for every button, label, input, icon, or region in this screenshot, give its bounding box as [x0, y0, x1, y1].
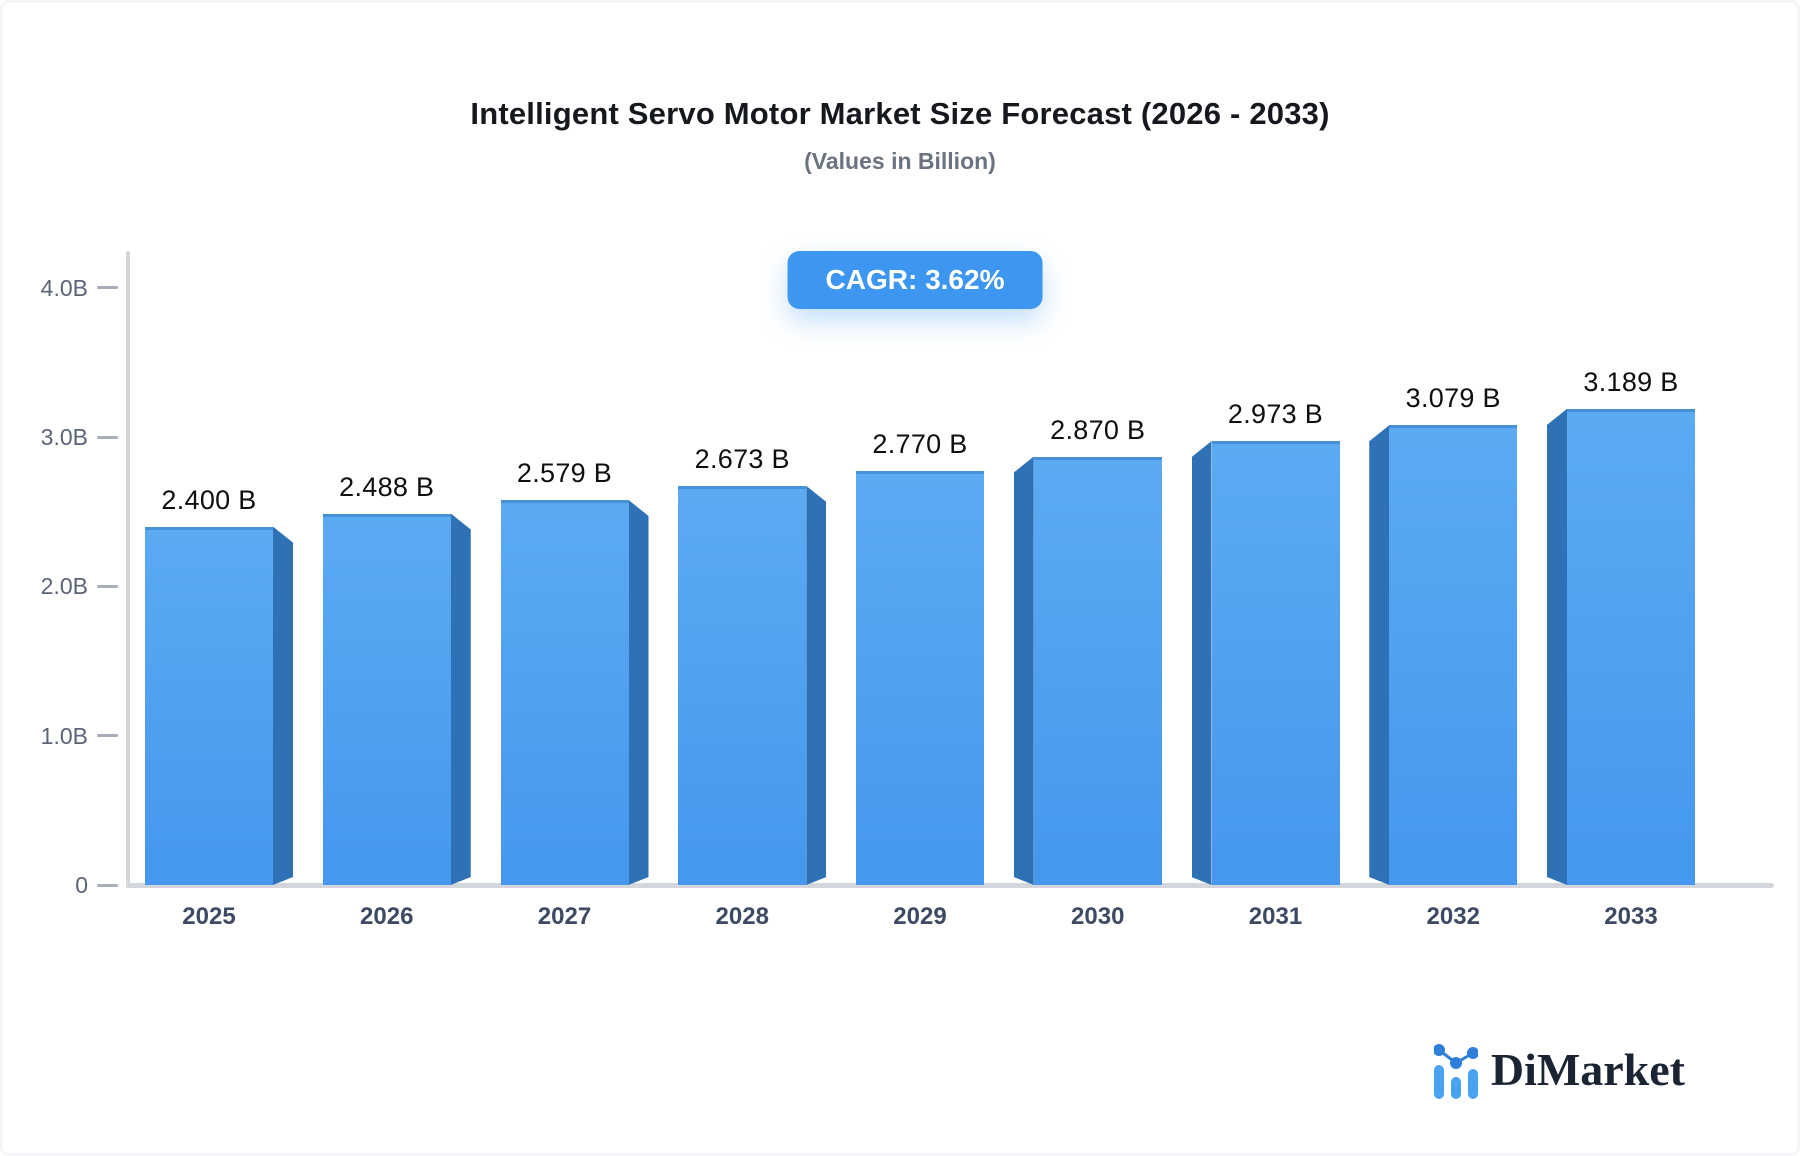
y-axis-label: 3.0B: [40, 424, 88, 451]
y-axis-tick: [97, 435, 118, 439]
bar-2033: [1547, 408, 1695, 885]
x-axis-label: 2025: [182, 903, 236, 930]
x-axis-label: 2027: [537, 903, 592, 930]
bar-2029: [856, 471, 984, 885]
y-axis-tick: [97, 584, 118, 588]
x-axis-label: 2028: [715, 903, 769, 930]
y-axis-label: 4.0B: [40, 274, 88, 301]
x-axis-label: 2033: [1604, 903, 1658, 930]
bar-face: [1389, 425, 1518, 885]
bar-side-3d: [1547, 408, 1567, 885]
brand-logo: DiMarket: [1433, 1040, 1685, 1100]
bar-side-3d: [1191, 441, 1212, 885]
bar-face: [322, 513, 451, 885]
bar-face: [1211, 441, 1340, 885]
y-axis-tick: [97, 883, 118, 887]
bar-face: [856, 471, 984, 885]
bar-value-label: 2.770 B: [872, 429, 968, 460]
chart-title: Intelligent Servo Motor Market Size Fore…: [470, 96, 1330, 131]
bar-value-label: 2.973 B: [1227, 399, 1324, 430]
dimarket-bars-icon: [1433, 1044, 1478, 1099]
x-axis-baseline: [126, 883, 1774, 888]
bar-2030: [1013, 456, 1162, 885]
bar-face: [1033, 456, 1162, 885]
bar-side-3d: [628, 499, 649, 885]
y-axis-line: [126, 251, 130, 888]
bar-face: [1567, 408, 1695, 885]
chart-subtitle: (Values in Billion): [804, 148, 996, 174]
y-axis-tick: [97, 734, 118, 738]
bar-side-3d: [1369, 425, 1390, 885]
bar-value-label: 2.673 B: [694, 443, 790, 474]
bar-2032: [1369, 425, 1518, 885]
bar-value-label: 3.079 B: [1405, 383, 1501, 414]
bar-value-label: 2.870 B: [1050, 414, 1146, 445]
bar-2025: [145, 526, 293, 885]
bar-value-label: 3.189 B: [1583, 366, 1679, 397]
bar-value-label: 2.579 B: [516, 457, 613, 488]
bar-side-3d: [273, 526, 293, 885]
bar-face: [678, 485, 807, 885]
x-axis-label: 2032: [1426, 903, 1480, 930]
y-axis-tick: [97, 286, 118, 290]
bar-2031: [1191, 441, 1340, 885]
y-axis-label: 2.0B: [40, 573, 88, 600]
bar-side-3d: [1013, 456, 1034, 885]
x-axis-label: 2029: [893, 903, 947, 930]
y-axis-label: 1.0B: [40, 722, 88, 749]
x-axis-label: 2030: [1071, 903, 1125, 930]
bar-value-label: 2.488 B: [339, 471, 435, 502]
bar-side-3d: [806, 485, 827, 885]
bar-side-3d: [450, 513, 471, 885]
bar-2027: [500, 499, 649, 885]
x-axis-label: 2026: [360, 903, 414, 930]
brand-name: DiMarket: [1490, 1044, 1685, 1095]
bar-2026: [322, 513, 471, 885]
bar-face: [145, 526, 273, 885]
x-axis-label: 2031: [1248, 903, 1303, 930]
bar-2028: [678, 485, 827, 885]
bar-value-label: 2.400 B: [161, 484, 257, 515]
cagr-badge: CAGR: 3.62%: [787, 251, 1043, 309]
bar-face: [500, 499, 629, 885]
y-axis-label: 0: [75, 872, 88, 898]
